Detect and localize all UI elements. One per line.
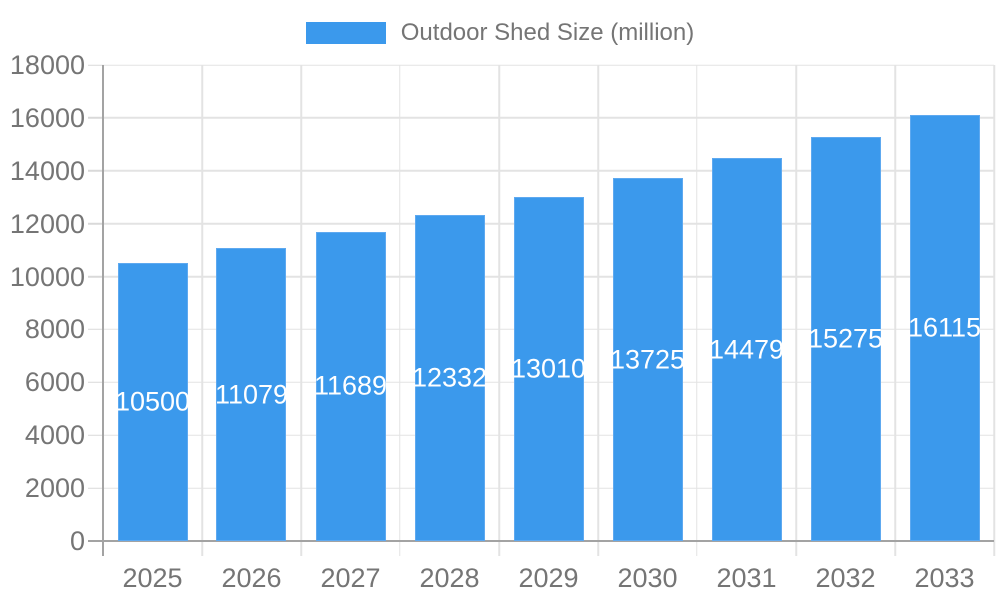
bar-value-label: 13010: [510, 353, 587, 384]
bar-value-label: 11079: [214, 379, 289, 410]
bar-2031[interactable]: 14479: [708, 158, 785, 541]
x-tick-label: 2032: [815, 563, 876, 593]
x-tick-label: 2029: [518, 563, 579, 593]
legend: Outdoor Shed Size (million): [0, 19, 1000, 47]
bar-2032[interactable]: 15275: [807, 137, 884, 541]
y-gridline: [103, 64, 994, 66]
x-tick-label: 2026: [221, 563, 282, 593]
bar-value-label: 12332: [411, 362, 488, 393]
x-tick-label: 2025: [122, 563, 183, 593]
bar-2027[interactable]: 11689: [313, 231, 388, 541]
bar-value-label: 16115: [907, 312, 982, 343]
y-tick-mark: [88, 434, 103, 436]
x-tick-label: 2030: [617, 563, 678, 593]
y-tick-mark: [88, 275, 103, 278]
x-gridline: [498, 65, 500, 556]
x-gridline: [894, 65, 896, 556]
y-tick-mark: [88, 487, 103, 489]
bar-2029[interactable]: 13010: [510, 196, 587, 541]
x-axis-line: [88, 540, 994, 542]
x-gridline: [399, 65, 401, 556]
y-gridline: [103, 117, 994, 119]
bar-2026[interactable]: 11079: [214, 248, 289, 541]
legend-label[interactable]: Outdoor Shed Size (million): [400, 19, 695, 46]
y-tick-mark: [88, 381, 103, 384]
bar-value-label: 13725: [609, 344, 686, 375]
x-tick-label: 2031: [716, 563, 777, 593]
x-gridline: [597, 65, 599, 556]
y-tick-mark: [88, 222, 103, 225]
bar-value-label: 15275: [807, 323, 884, 354]
legend-swatch[interactable]: [305, 22, 386, 44]
x-tick-label: 2028: [419, 563, 480, 593]
x-gridline: [795, 65, 797, 556]
x-gridline: [696, 65, 698, 556]
bar-2033[interactable]: 16115: [907, 114, 982, 541]
y-axis-line: [102, 65, 104, 556]
bar-2030[interactable]: 13725: [609, 178, 686, 541]
plot-area: 0 2000 4000 6000 8000 10000 12000 14000 16000 180…: [10, 52, 995, 593]
x-tick-label: 2033: [914, 563, 975, 593]
x-gridline: [201, 65, 203, 556]
bar-2025[interactable]: 10500: [114, 263, 191, 541]
bar-value-label: 11689: [313, 370, 388, 401]
y-tick-mark: [88, 170, 103, 172]
y-tick-mark: [88, 117, 103, 119]
y-tick-mark: [88, 64, 103, 66]
bar-value-label: 10500: [114, 386, 191, 417]
x-tick-label: 2027: [320, 563, 381, 593]
bar-2028[interactable]: 12332: [411, 214, 488, 541]
y-tick-mark: [88, 328, 103, 331]
y-gridline: [103, 170, 994, 172]
bar-value-label: 14479: [708, 334, 785, 365]
x-gridline: [993, 65, 995, 556]
x-gridline: [300, 65, 302, 556]
